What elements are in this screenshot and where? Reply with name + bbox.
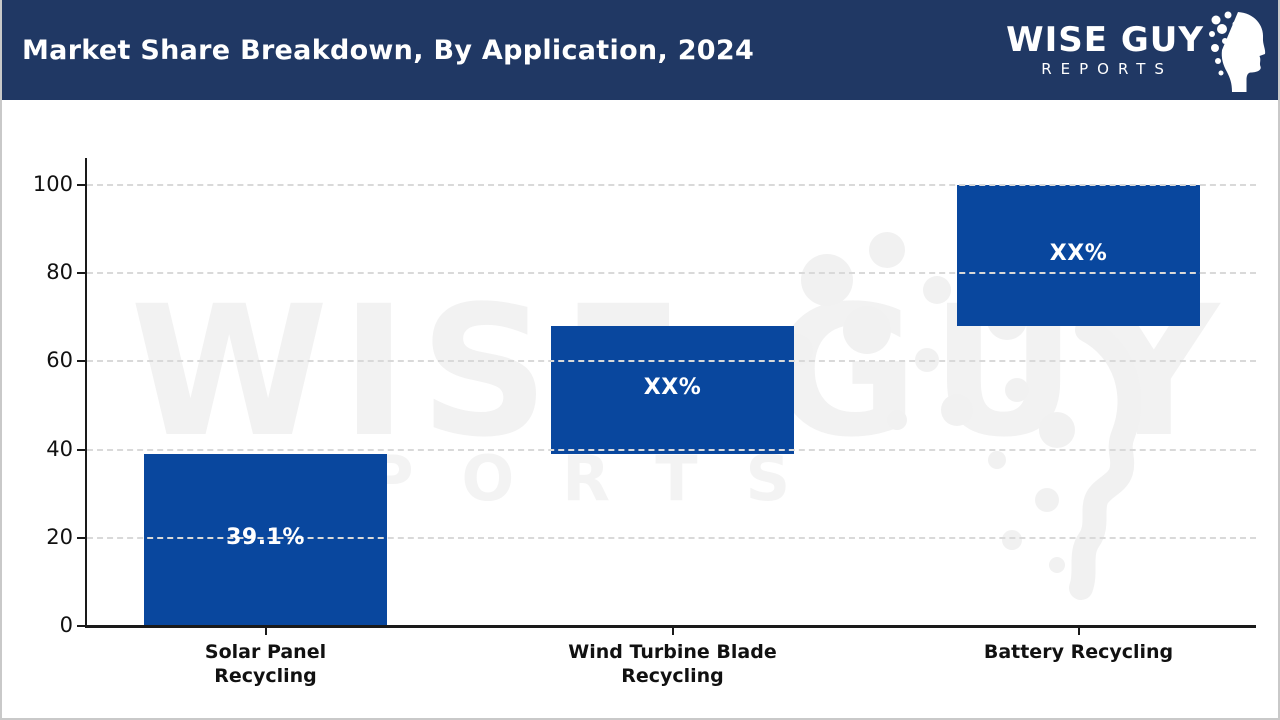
y-tick-label-100: 100 <box>32 172 73 196</box>
y-tick-label-60: 60 <box>46 348 73 373</box>
x-tick-2 <box>1077 628 1080 635</box>
x-tick-0 <box>264 628 267 635</box>
y-tick-40 <box>77 448 85 451</box>
y-tick-60 <box>77 360 85 363</box>
logo-brand-name: WISE GUY <box>1006 19 1204 60</box>
logo-brand-subtitle: REPORTS <box>1041 59 1173 78</box>
y-tick-label-20: 20 <box>46 524 73 549</box>
y-tick-100 <box>77 184 85 186</box>
x-category-label-line: Solar Panel <box>204 641 327 663</box>
gridline-20 <box>87 536 1256 539</box>
y-tick-20 <box>77 536 85 539</box>
logo-wordmark: WISE GUY REPORTS <box>1006 23 1204 78</box>
y-tick-label-40: 40 <box>46 436 73 461</box>
bar-value-label-0: 39.1% <box>226 524 305 550</box>
bar-1 <box>551 326 794 454</box>
bar-2 <box>957 185 1200 327</box>
y-tick-label-80: 80 <box>46 260 73 285</box>
gridline-60 <box>87 360 1256 363</box>
x-category-label-line: Recycling <box>621 665 724 687</box>
bar-0 <box>144 453 387 626</box>
bar-value-label-1: XX% <box>643 374 702 400</box>
header-bar: Market Share Breakdown, By Application, … <box>2 0 1278 100</box>
x-category-label-0: Solar Panel Recycling <box>96 640 436 688</box>
y-tick-80 <box>77 272 85 275</box>
gridline-80 <box>87 272 1256 275</box>
x-category-label-line: Recycling <box>214 665 317 687</box>
x-axis-line <box>85 625 1256 628</box>
bar-value-label-2: XX% <box>1049 240 1108 266</box>
y-tick-label-0: 0 <box>59 613 73 637</box>
x-category-label-2: Battery Recycling <box>909 640 1249 664</box>
wise-guy-logo: WISE GUY REPORTS <box>1006 8 1270 92</box>
x-category-label-1: Wind Turbine Blade Recycling <box>503 640 843 688</box>
x-tick-1 <box>671 628 674 635</box>
y-axis-line <box>85 158 87 628</box>
watermark-face-icon <box>757 232 1142 600</box>
y-tick-0 <box>77 625 85 627</box>
page-title: Market Share Breakdown, By Application, … <box>22 34 755 66</box>
logo-face-icon <box>1209 11 1266 92</box>
x-category-label-line: Wind Turbine Blade <box>568 641 777 663</box>
gridline-40 <box>87 448 1256 451</box>
gridline-100 <box>87 184 1256 186</box>
x-category-label-line: Battery Recycling <box>983 641 1174 663</box>
